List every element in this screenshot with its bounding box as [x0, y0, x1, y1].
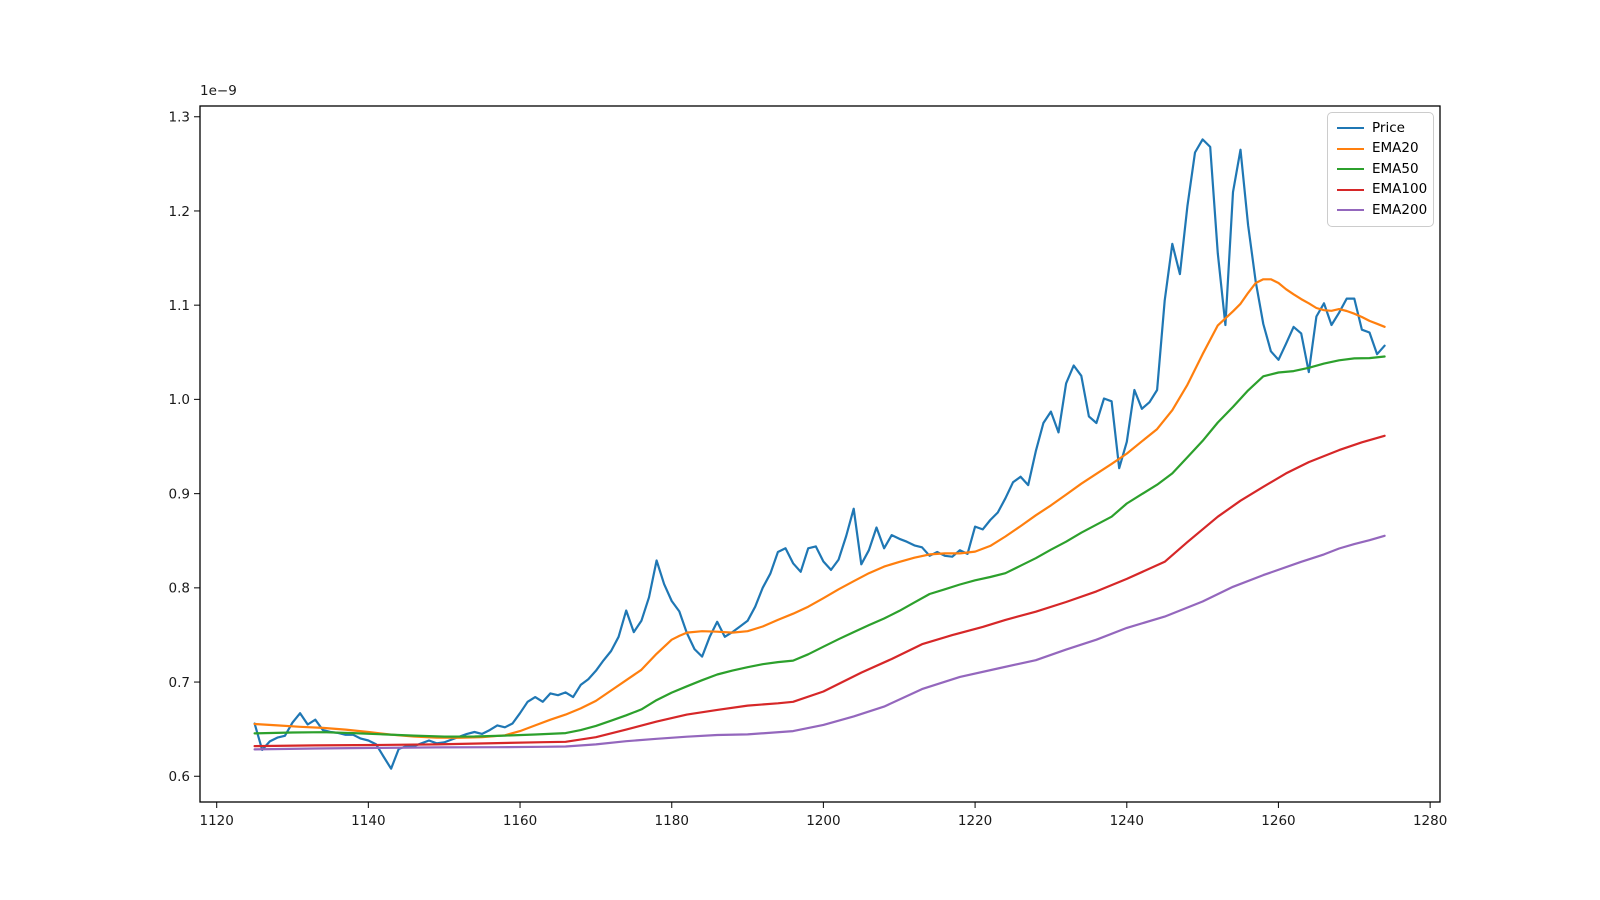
x-tick-label: 1140: [351, 813, 385, 829]
x-tick-label: 1280: [1413, 813, 1447, 829]
legend-label: EMA20: [1372, 140, 1419, 156]
x-tick-label: 1160: [503, 813, 537, 829]
legend-item-ema100: EMA100: [1337, 180, 1428, 201]
series-line-ema50: [253, 355, 1386, 738]
y-tick-label: 1.3: [169, 110, 190, 126]
legend-item-ema200: EMA200: [1337, 200, 1428, 221]
y-tick-label: 0.7: [169, 675, 190, 691]
legend-line-sample: [1337, 127, 1364, 130]
x-tick-label: 1200: [806, 813, 840, 829]
x-tick-label: 1240: [1110, 813, 1144, 829]
y-tick-label: 1.0: [169, 392, 190, 408]
x-tick-label: 1180: [655, 813, 689, 829]
legend-line-sample: [1337, 168, 1364, 171]
legend-line-sample: [1337, 147, 1364, 150]
y-axis-offset-label: 1e−9: [200, 83, 237, 99]
axes-spines: [199, 105, 1441, 803]
series-line-price: [253, 138, 1386, 770]
x-tick-label: 1220: [958, 813, 992, 829]
legend-label: EMA200: [1372, 201, 1428, 218]
series-line-ema20: [253, 278, 1386, 739]
y-tick-label: 0.8: [169, 581, 190, 597]
legend-label: EMA100: [1372, 181, 1428, 197]
y-tick-label: 0.6: [169, 769, 190, 785]
legend-item-ema20: EMA20: [1337, 139, 1424, 160]
legend-item-price: Price: [1337, 118, 1424, 139]
legend-line-sample: [1337, 209, 1364, 212]
y-tick-label: 0.9: [169, 486, 190, 502]
legend-line-sample: [1337, 188, 1364, 191]
legend-label: Price: [1372, 119, 1405, 136]
x-tick-label: 1260: [1261, 813, 1295, 829]
y-tick-label: 1.1: [169, 298, 190, 314]
x-tick-label: 1120: [200, 813, 234, 829]
legend: Price EMA20 EMA50 EMA100 EMA200: [1327, 112, 1434, 227]
legend-item-ema50: EMA50: [1337, 159, 1424, 180]
series-line-ema100: [253, 434, 1386, 748]
y-tick-label: 1.2: [169, 204, 190, 220]
legend-label: EMA50: [1372, 160, 1419, 177]
series-line-ema200: [253, 534, 1386, 751]
